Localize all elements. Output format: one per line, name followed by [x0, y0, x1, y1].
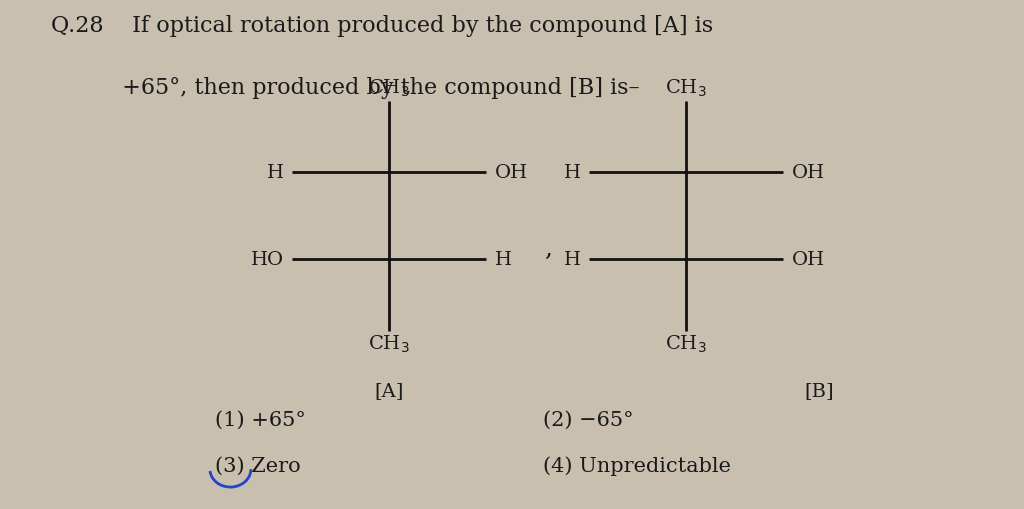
- Text: HO: HO: [251, 250, 284, 269]
- Text: +65°, then produced by the compound [B] is–: +65°, then produced by the compound [B] …: [51, 76, 640, 98]
- Text: OH: OH: [792, 164, 824, 182]
- Text: OH: OH: [792, 250, 824, 269]
- Text: [A]: [A]: [375, 382, 403, 400]
- Text: OH: OH: [495, 164, 527, 182]
- Text: H: H: [495, 250, 512, 269]
- Text: ,: ,: [544, 238, 552, 261]
- Text: H: H: [563, 164, 581, 182]
- Text: CH$_3$: CH$_3$: [369, 78, 410, 99]
- Text: H: H: [563, 250, 581, 269]
- Text: Q.28    If optical rotation produced by the compound [A] is: Q.28 If optical rotation produced by the…: [51, 15, 714, 37]
- Text: CH$_3$: CH$_3$: [666, 333, 707, 355]
- Text: (2) −65°: (2) −65°: [543, 410, 634, 430]
- Text: [B]: [B]: [805, 382, 834, 400]
- Text: (3) Zero: (3) Zero: [215, 456, 301, 475]
- Text: CH$_3$: CH$_3$: [666, 78, 707, 99]
- Text: CH$_3$: CH$_3$: [369, 333, 410, 355]
- Text: (1) +65°: (1) +65°: [215, 410, 306, 430]
- Text: (4) Unpredictable: (4) Unpredictable: [543, 456, 731, 475]
- Text: H: H: [266, 164, 284, 182]
